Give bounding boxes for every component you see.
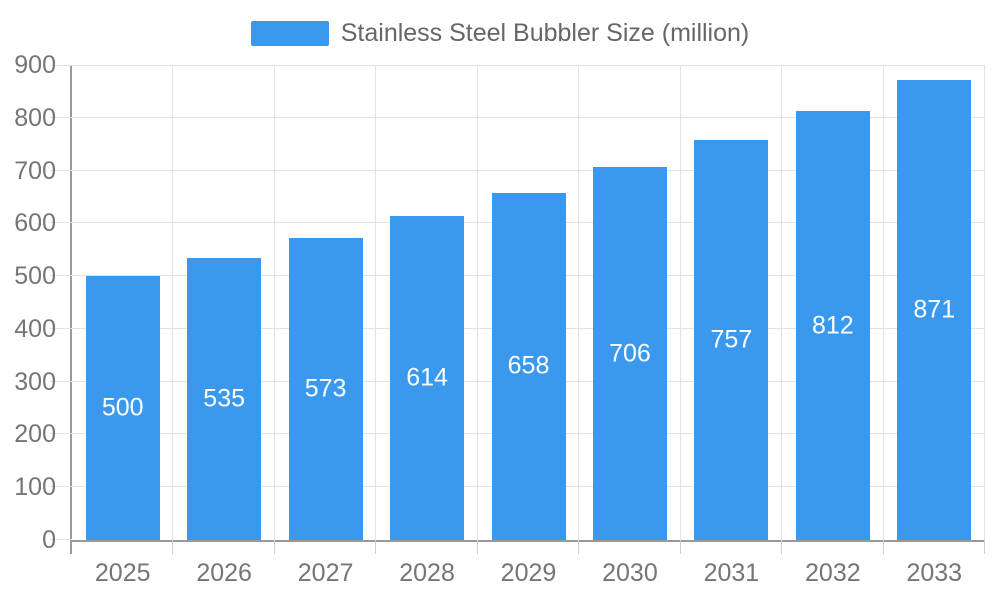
x-axis-label: 2026 (196, 559, 252, 587)
v-gridline (172, 65, 174, 540)
bar-value-label: 658 (507, 351, 550, 380)
h-gridline (50, 116, 985, 118)
bar[interactable]: 573 (288, 237, 363, 540)
x-axis-label: 2030 (602, 559, 658, 587)
v-gridline (984, 65, 985, 540)
x-axis-tick (476, 540, 478, 554)
x-axis-tick (882, 540, 884, 554)
bar-value-label: 500 (101, 393, 144, 422)
x-axis-tick (679, 540, 681, 554)
legend-item[interactable]: Stainless Steel Bubbler Size (million) (0, 19, 1000, 48)
x-axis-label: 2028 (399, 559, 455, 587)
v-gridline (476, 65, 478, 540)
bar[interactable]: 535 (187, 257, 262, 540)
x-axis-label: 2025 (94, 559, 151, 587)
y-axis-label: 300 (14, 367, 56, 396)
bar-value-label: 871 (913, 295, 956, 324)
bar-value-label: 812 (811, 311, 854, 340)
x-axis-tick (578, 540, 580, 554)
h-gridline (50, 65, 985, 66)
x-axis-tick (172, 540, 174, 554)
y-axis-label: 900 (14, 51, 56, 79)
y-axis-label: 600 (14, 209, 56, 238)
y-axis-label: 500 (14, 262, 56, 291)
v-gridline (679, 65, 681, 540)
y-axis-label: 0 (42, 526, 56, 554)
y-axis-label: 700 (14, 156, 56, 185)
bar[interactable]: 706 (592, 167, 667, 540)
bar[interactable]: 812 (795, 111, 870, 540)
bar[interactable]: 614 (390, 215, 465, 540)
x-axis-label: 2033 (906, 559, 963, 587)
bar-value-label: 535 (203, 384, 246, 413)
x-axis-tick (781, 540, 783, 554)
legend-swatch (250, 21, 329, 46)
x-axis-label: 2032 (805, 559, 861, 587)
legend-label: Stainless Steel Bubbler Size (million) (340, 19, 750, 47)
bar[interactable]: 757 (694, 140, 769, 540)
x-axis-labels: 2025 2026 2027 2028 2029 2030 2031 2032 2033 (72, 558, 985, 590)
v-gridline (273, 65, 275, 540)
x-axis-label: 2029 (500, 559, 557, 587)
bar[interactable]: 500 (85, 276, 160, 540)
y-axis-label: 800 (14, 103, 56, 132)
bar-value-label: 614 (406, 363, 448, 392)
y-axis-label: 100 (14, 473, 56, 502)
h-gridline (50, 169, 985, 171)
bar[interactable]: 871 (897, 80, 972, 540)
h-gridline (50, 539, 72, 540)
v-gridline (578, 65, 580, 540)
x-axis-label: 2027 (297, 559, 354, 587)
x-axis-label: 2031 (703, 559, 760, 587)
x-axis-tick (70, 540, 72, 554)
y-axis-label: 400 (14, 314, 56, 343)
bar-value-label: 573 (304, 374, 347, 403)
bar-value-label: 757 (710, 325, 753, 354)
x-axis-tick (984, 540, 985, 554)
bar[interactable]: 658 (491, 192, 566, 540)
v-gridline (781, 65, 783, 540)
y-axis-label: 200 (14, 420, 56, 449)
plot-area: 500 535 573 614 658 706 757 812 871 (50, 65, 985, 542)
x-axis-tick (273, 540, 275, 554)
bar-value-label: 706 (609, 339, 651, 368)
x-axis-tick (375, 540, 377, 554)
v-gridline (375, 65, 377, 540)
v-gridline (882, 65, 884, 540)
